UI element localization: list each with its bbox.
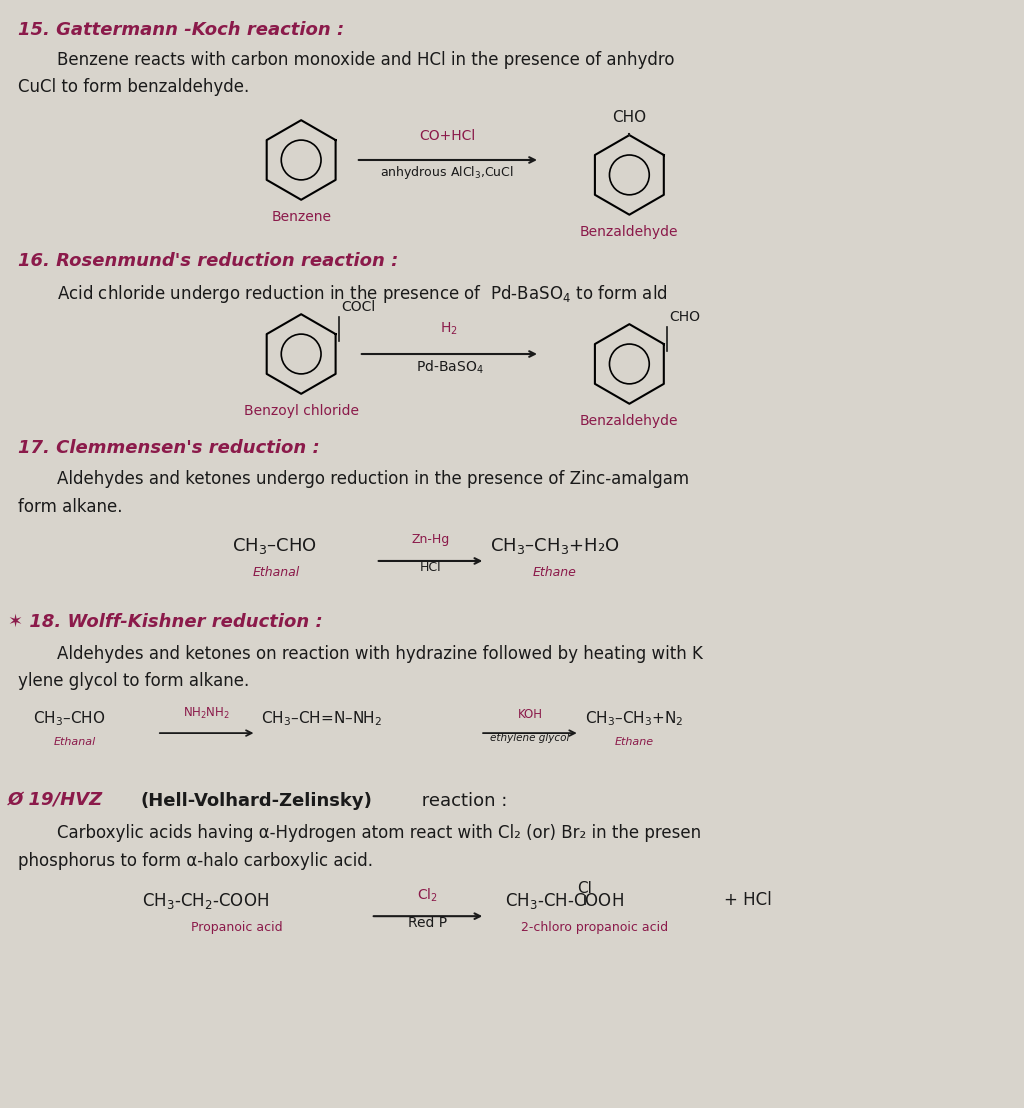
Text: CH$_3$–CHO: CH$_3$–CHO	[231, 536, 316, 556]
Text: 17. Clemmensen's reduction :: 17. Clemmensen's reduction :	[17, 439, 319, 456]
Text: Benzoyl chloride: Benzoyl chloride	[244, 403, 358, 418]
Text: Acid chloride undergo reduction in the presence of  Pd-BaSO$_4$ to form ald: Acid chloride undergo reduction in the p…	[57, 284, 668, 306]
Text: CH$_3$–CH=N–NH$_2$: CH$_3$–CH=N–NH$_2$	[261, 709, 383, 728]
Text: CHO: CHO	[669, 310, 700, 325]
Text: (Hell-Volhard-Zelinsky): (Hell-Volhard-Zelinsky)	[140, 792, 372, 810]
Text: Cl: Cl	[578, 881, 592, 896]
Text: ethylene glycol: ethylene glycol	[490, 733, 569, 743]
Text: H$_2$: H$_2$	[440, 320, 458, 337]
Text: CH$_3$–CH$_3$+H₂O: CH$_3$–CH$_3$+H₂O	[490, 536, 620, 556]
Text: Ethane: Ethane	[614, 737, 654, 747]
Text: Ethanal: Ethanal	[53, 737, 95, 747]
Text: Benzene: Benzene	[271, 209, 331, 224]
Text: anhydrous AlCl$_3$,CuCl: anhydrous AlCl$_3$,CuCl	[380, 164, 514, 181]
Text: 16. Rosenmund's reduction reaction :: 16. Rosenmund's reduction reaction :	[17, 252, 398, 269]
Text: ylene glycol to form alkane.: ylene glycol to form alkane.	[17, 673, 249, 690]
Text: Ø 19/HVZ: Ø 19/HVZ	[8, 792, 110, 810]
Text: CH$_3$-CH-COOH: CH$_3$-CH-COOH	[505, 891, 624, 911]
Text: Pd-BaSO$_4$: Pd-BaSO$_4$	[416, 359, 483, 377]
Text: phosphorus to form α-halo carboxylic acid.: phosphorus to form α-halo carboxylic aci…	[17, 852, 373, 870]
Text: CH$_3$–CHO: CH$_3$–CHO	[33, 709, 105, 728]
Text: Cl$_2$: Cl$_2$	[417, 886, 438, 904]
Text: Ethane: Ethane	[532, 566, 577, 579]
Text: HCl: HCl	[420, 561, 441, 574]
Text: Aldehydes and ketones on reaction with hydrazine followed by heating with K: Aldehydes and ketones on reaction with h…	[57, 645, 703, 663]
Text: form alkane.: form alkane.	[17, 499, 122, 516]
Text: 2-chloro propanoic acid: 2-chloro propanoic acid	[521, 921, 668, 934]
Text: Propanoic acid: Propanoic acid	[190, 921, 283, 934]
Text: Benzaldehyde: Benzaldehyde	[581, 413, 679, 428]
Text: Ethanal: Ethanal	[253, 566, 300, 579]
Text: CHO: CHO	[612, 110, 646, 125]
Text: Benzene reacts with carbon monoxide and HCl in the presence of anhydro: Benzene reacts with carbon monoxide and …	[57, 51, 675, 69]
Text: Carboxylic acids having α-Hydrogen atom react with Cl₂ (or) Br₂ in the presen: Carboxylic acids having α-Hydrogen atom …	[57, 823, 701, 842]
Text: CO+HCl: CO+HCl	[419, 129, 475, 143]
Text: 15. Gattermann -Koch reaction :: 15. Gattermann -Koch reaction :	[17, 21, 344, 39]
Text: CH$_3$–CH$_3$+N$_2$: CH$_3$–CH$_3$+N$_2$	[585, 709, 683, 728]
Text: KOH: KOH	[517, 708, 543, 721]
Text: NH$_2$NH$_2$: NH$_2$NH$_2$	[183, 706, 230, 721]
Text: CH$_3$-CH$_2$-COOH: CH$_3$-CH$_2$-COOH	[142, 891, 269, 911]
Text: ✶ 18. Wolff-Kishner reduction :: ✶ 18. Wolff-Kishner reduction :	[8, 613, 323, 630]
Text: Zn-Hg: Zn-Hg	[412, 533, 450, 546]
Text: Aldehydes and ketones undergo reduction in the presence of Zinc-amalgam: Aldehydes and ketones undergo reduction …	[57, 471, 689, 489]
Text: Benzaldehyde: Benzaldehyde	[581, 225, 679, 238]
Text: reaction :: reaction :	[416, 792, 507, 810]
Text: Red P: Red P	[408, 916, 447, 931]
Text: COCl: COCl	[341, 300, 375, 315]
Text: + HCl: + HCl	[724, 891, 772, 910]
Text: CuCl to form benzaldehyde.: CuCl to form benzaldehyde.	[17, 79, 249, 96]
